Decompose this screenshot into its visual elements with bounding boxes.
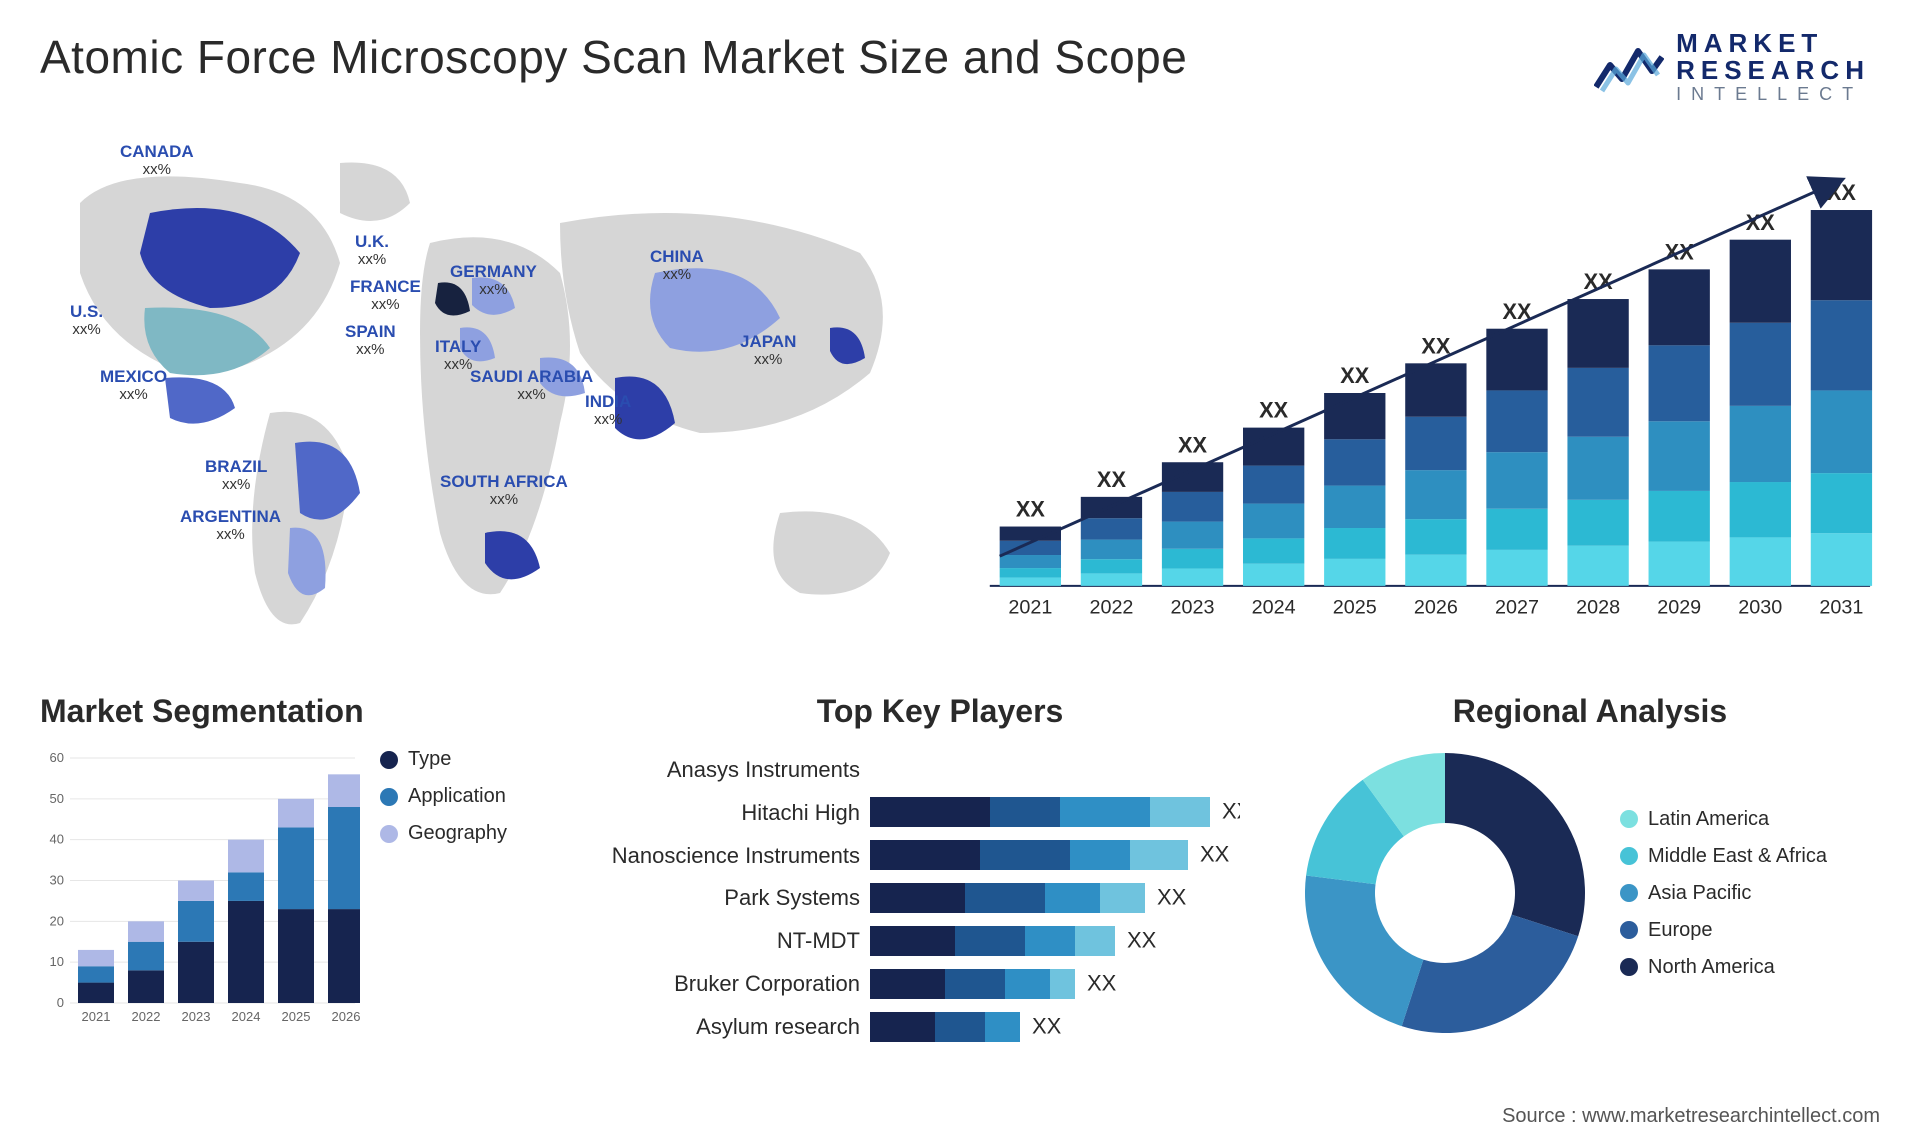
svg-text:2026: 2026 <box>332 1009 360 1024</box>
legend-item: North America <box>1620 956 1827 979</box>
map-label: ARGENTINAxx% <box>180 508 281 543</box>
player-name: Bruker Corporation <box>610 971 860 997</box>
svg-text:XX: XX <box>1746 210 1776 235</box>
svg-text:XX: XX <box>1259 398 1289 423</box>
logo-mark-icon <box>1594 37 1664 97</box>
map-label: MEXICOxx% <box>100 368 167 403</box>
svg-text:2031: 2031 <box>1819 597 1863 619</box>
map-label: SOUTH AFRICAxx% <box>440 473 568 508</box>
player-name: Park Systems <box>610 885 860 911</box>
map-label: FRANCExx% <box>350 278 421 313</box>
growth-chart: XX 2021 XX 2022 XX 2023 XX 2024 XX 2025 XX 2026 XX 20… <box>970 133 1880 653</box>
legend-item: Type <box>380 748 507 771</box>
svg-text:XX: XX <box>1222 799 1240 824</box>
map-label: CHINAxx% <box>650 248 704 283</box>
legend-item: Application <box>380 785 507 808</box>
map-label: U.S.xx% <box>70 303 103 338</box>
player-name: Hitachi High <box>610 800 860 826</box>
svg-text:60: 60 <box>50 750 64 765</box>
svg-text:30: 30 <box>50 873 64 888</box>
svg-text:XX: XX <box>1016 497 1046 522</box>
svg-text:XX: XX <box>1584 270 1614 295</box>
segmentation-legend: Type Application Geography <box>380 748 507 845</box>
svg-text:XX: XX <box>1032 1014 1062 1039</box>
segmentation-chart: 0 10 20 30 40 50 60 2021 2022 2023 2024 2025 2026 <box>40 748 360 1028</box>
svg-text:0: 0 <box>57 995 64 1010</box>
svg-text:2023: 2023 <box>182 1009 211 1024</box>
segmentation-title: Market Segmentation <box>40 693 580 730</box>
svg-text:2021: 2021 <box>1008 597 1052 619</box>
svg-text:XX: XX <box>1340 364 1370 389</box>
svg-text:2024: 2024 <box>1252 597 1296 619</box>
logo-line3: INTELLECT <box>1676 85 1870 104</box>
logo-line1: MARKET <box>1676 30 1870 57</box>
players-title: Top Key Players <box>610 693 1270 730</box>
legend-item: Latin America <box>1620 808 1827 831</box>
svg-text:10: 10 <box>50 955 64 970</box>
svg-text:2027: 2027 <box>1495 597 1539 619</box>
svg-text:50: 50 <box>50 791 64 806</box>
regional-title: Regional Analysis <box>1300 693 1880 730</box>
map-label: CANADAxx% <box>120 143 194 178</box>
player-name: Asylum research <box>610 1014 860 1040</box>
map-label: U.K.xx% <box>355 233 389 268</box>
regional-legend: Latin America Middle East & Africa Asia Pa… <box>1620 808 1827 979</box>
regional-donut <box>1300 748 1590 1038</box>
svg-text:XX: XX <box>1097 467 1127 492</box>
brand-logo: MARKET RESEARCH INTELLECT <box>1594 30 1870 103</box>
logo-line2: RESEARCH <box>1676 57 1870 84</box>
svg-text:2022: 2022 <box>1089 597 1133 619</box>
player-name: Anasys Instruments <box>610 757 860 783</box>
svg-text:2028: 2028 <box>1576 597 1620 619</box>
svg-text:XX: XX <box>1127 928 1157 953</box>
legend-item: Asia Pacific <box>1620 882 1827 905</box>
map-label: BRAZILxx% <box>205 458 267 493</box>
legend-item: Europe <box>1620 919 1827 942</box>
players-chart: XXXXXXXXXXXX <box>870 748 1240 1048</box>
svg-text:XX: XX <box>1200 842 1230 867</box>
svg-text:2030: 2030 <box>1738 597 1782 619</box>
player-name: NT-MDT <box>610 928 860 954</box>
svg-text:2026: 2026 <box>1414 597 1458 619</box>
map-label: SAUDI ARABIAxx% <box>470 368 593 403</box>
map-label: GERMANYxx% <box>450 263 537 298</box>
svg-text:2021: 2021 <box>82 1009 111 1024</box>
svg-text:2023: 2023 <box>1171 597 1215 619</box>
player-name: Nanoscience Instruments <box>610 843 860 869</box>
svg-text:2025: 2025 <box>282 1009 311 1024</box>
map-label: JAPANxx% <box>740 333 796 368</box>
source-note: Source : www.marketresearchintellect.com <box>1502 1105 1880 1128</box>
map-label: INDIAxx% <box>585 393 631 428</box>
world-map: CANADAxx% U.S.xx% MEXICOxx% BRAZILxx% ARGENT… <box>40 133 940 653</box>
svg-text:20: 20 <box>50 914 64 929</box>
svg-text:XX: XX <box>1178 433 1208 458</box>
players-labels: Anasys Instruments Hitachi High Nanoscienc… <box>610 748 860 1048</box>
legend-item: Geography <box>380 822 507 845</box>
svg-text:2022: 2022 <box>132 1009 161 1024</box>
svg-text:40: 40 <box>50 832 64 847</box>
svg-text:XX: XX <box>1087 971 1117 996</box>
svg-text:2024: 2024 <box>232 1009 261 1024</box>
svg-text:XX: XX <box>1421 334 1451 359</box>
legend-item: Middle East & Africa <box>1620 845 1827 868</box>
svg-text:2025: 2025 <box>1333 597 1377 619</box>
svg-text:2029: 2029 <box>1657 597 1701 619</box>
svg-text:XX: XX <box>1157 885 1187 910</box>
page-title: Atomic Force Microscopy Scan Market Size… <box>40 30 1187 84</box>
map-label: SPAINxx% <box>345 323 396 358</box>
